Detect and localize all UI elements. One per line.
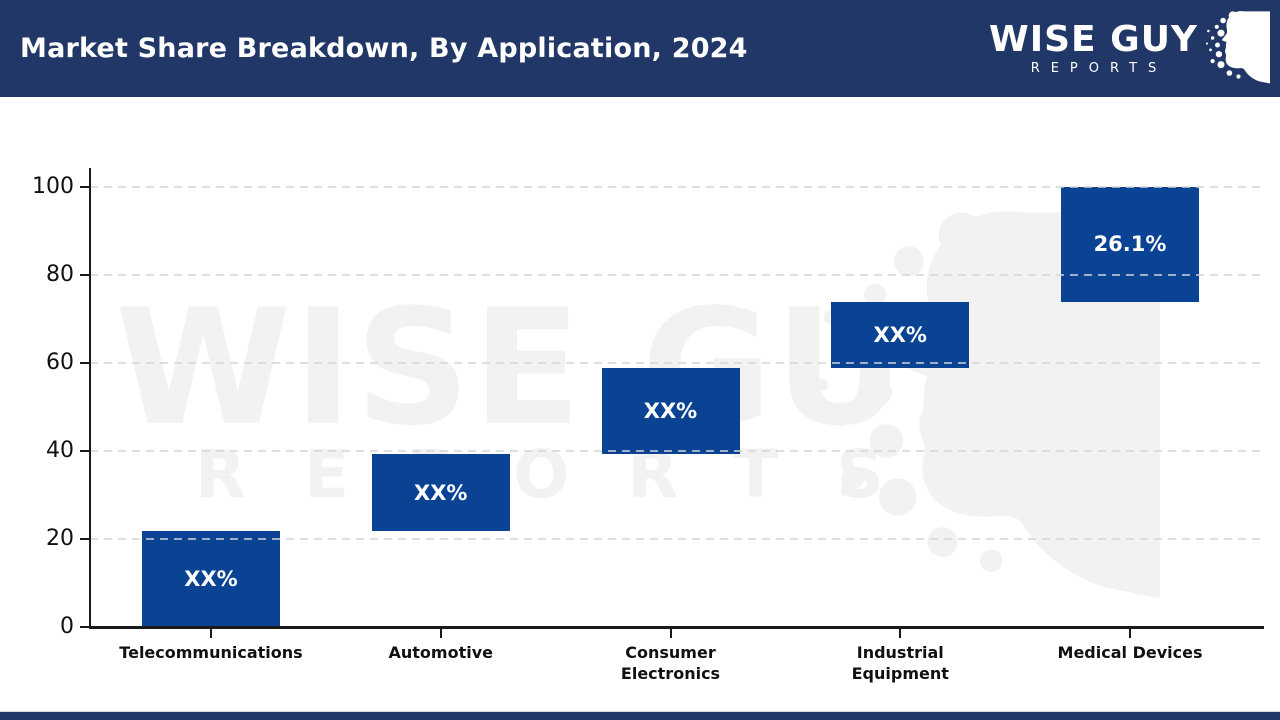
bar-telecommunications: XX% [142, 531, 280, 627]
x-tick-mark [1129, 629, 1131, 638]
x-category-label-line: Medical Devices [1057, 643, 1203, 662]
y-tick-mark [80, 626, 90, 628]
bar-consumer-electronics: XX% [601, 367, 740, 455]
bar-value-label: XX% [873, 322, 927, 347]
y-tick-mark [80, 450, 90, 452]
y-tick-mark [80, 362, 90, 364]
grid-line-20 [90, 538, 1262, 540]
x-category-label-consumer-electronics: Consumer Electronics [556, 642, 786, 684]
y-axis-tick-label: 80 [46, 262, 74, 287]
grid-line-80 [90, 274, 1262, 276]
y-axis-line [89, 168, 91, 629]
x-category-label-medical-devices: Medical Devices [1015, 642, 1245, 663]
page-title: Market Share Breakdown, By Application, … [20, 33, 748, 64]
logo-reports-text: REPORTS [1030, 60, 1168, 76]
header-bar: Market Share Breakdown, By Application, … [0, 0, 1280, 97]
bar-medical-devices: 26.1% [1061, 187, 1199, 302]
logo-wise-guy-text: WISE GUY [988, 19, 1198, 61]
y-axis-tick-label: 60 [46, 350, 74, 375]
y-axis-tick-label: 100 [32, 174, 74, 199]
wise-guy-logo: WISE GUY REPORTS [989, 10, 1270, 87]
logo-text: WISE GUY REPORTS [989, 21, 1198, 76]
x-category-label-line: Industrial [856, 643, 944, 662]
bar-industrial-equipment: XX% [831, 301, 970, 368]
x-tick-mark [899, 629, 902, 638]
x-axis-line [89, 626, 1264, 629]
watermark-reports: REPORTS [195, 436, 942, 513]
wise-guy-face-icon [1205, 11, 1270, 84]
bar-value-label: XX% [643, 398, 698, 423]
bar-value-label: XX% [414, 480, 468, 505]
y-tick-mark [80, 538, 90, 540]
x-category-label-telecommunications: Telecommunications [96, 642, 326, 663]
x-category-label-industrial-equipment: Industrial Equipment [785, 642, 1015, 684]
y-tick-mark [80, 274, 90, 276]
x-category-label-line: Telecommunications [119, 643, 303, 662]
footer-divider [0, 711, 1280, 712]
x-tick-mark [210, 629, 212, 638]
bar-automotive: XX% [371, 454, 510, 532]
y-axis-tick-label: 0 [60, 614, 74, 639]
x-tick-mark [669, 629, 672, 638]
grid-line-60 [90, 362, 1262, 364]
x-category-label-line: Consumer [625, 643, 716, 662]
y-axis-tick-label: 40 [46, 438, 74, 463]
x-category-label-automotive: Automotive [326, 642, 556, 663]
x-category-label-line: Electronics [620, 664, 721, 683]
grid-line-100 [90, 186, 1262, 188]
x-category-label-line: Equipment [851, 664, 949, 683]
bar-value-label: 26.1% [1093, 232, 1167, 257]
y-axis-tick-label: 20 [46, 526, 74, 551]
grid-line-40 [90, 450, 1262, 452]
footer-bar [0, 712, 1280, 720]
y-tick-mark [80, 186, 90, 188]
bar-value-label: XX% [184, 567, 238, 592]
x-category-label-line: Automotive [388, 643, 494, 662]
x-tick-mark [439, 629, 442, 638]
